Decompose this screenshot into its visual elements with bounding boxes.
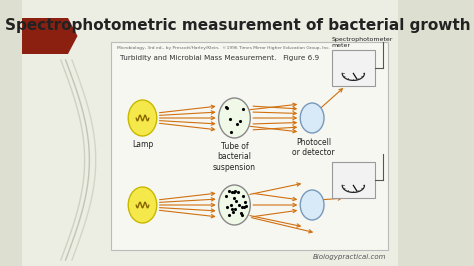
Circle shape	[300, 103, 324, 133]
Circle shape	[219, 98, 250, 138]
Text: Photocell
or detector: Photocell or detector	[292, 138, 335, 157]
Text: Tube of
bacterial
suspension: Tube of bacterial suspension	[213, 142, 256, 172]
Text: Turbidity and Microbial Mass Measurement.   Figure 6.9: Turbidity and Microbial Mass Measurement…	[120, 55, 319, 61]
FancyBboxPatch shape	[332, 162, 375, 198]
Text: Microbiology, 3rd ed., by Prescott/Harley/Klein,  ©1996 Times Mirror Higher Educ: Microbiology, 3rd ed., by Prescott/Harle…	[117, 46, 330, 50]
Text: Spectrophotometric measurement of bacterial growth: Spectrophotometric measurement of bacter…	[5, 18, 470, 33]
Text: Biologypractical.com: Biologypractical.com	[313, 254, 387, 260]
Circle shape	[300, 190, 324, 220]
Text: Lamp: Lamp	[132, 140, 153, 149]
Polygon shape	[22, 18, 78, 54]
Text: Spectrophotometer
meter: Spectrophotometer meter	[331, 37, 392, 48]
Circle shape	[128, 100, 157, 136]
Circle shape	[219, 185, 250, 225]
FancyBboxPatch shape	[332, 50, 375, 86]
Circle shape	[128, 187, 157, 223]
FancyBboxPatch shape	[111, 42, 388, 250]
